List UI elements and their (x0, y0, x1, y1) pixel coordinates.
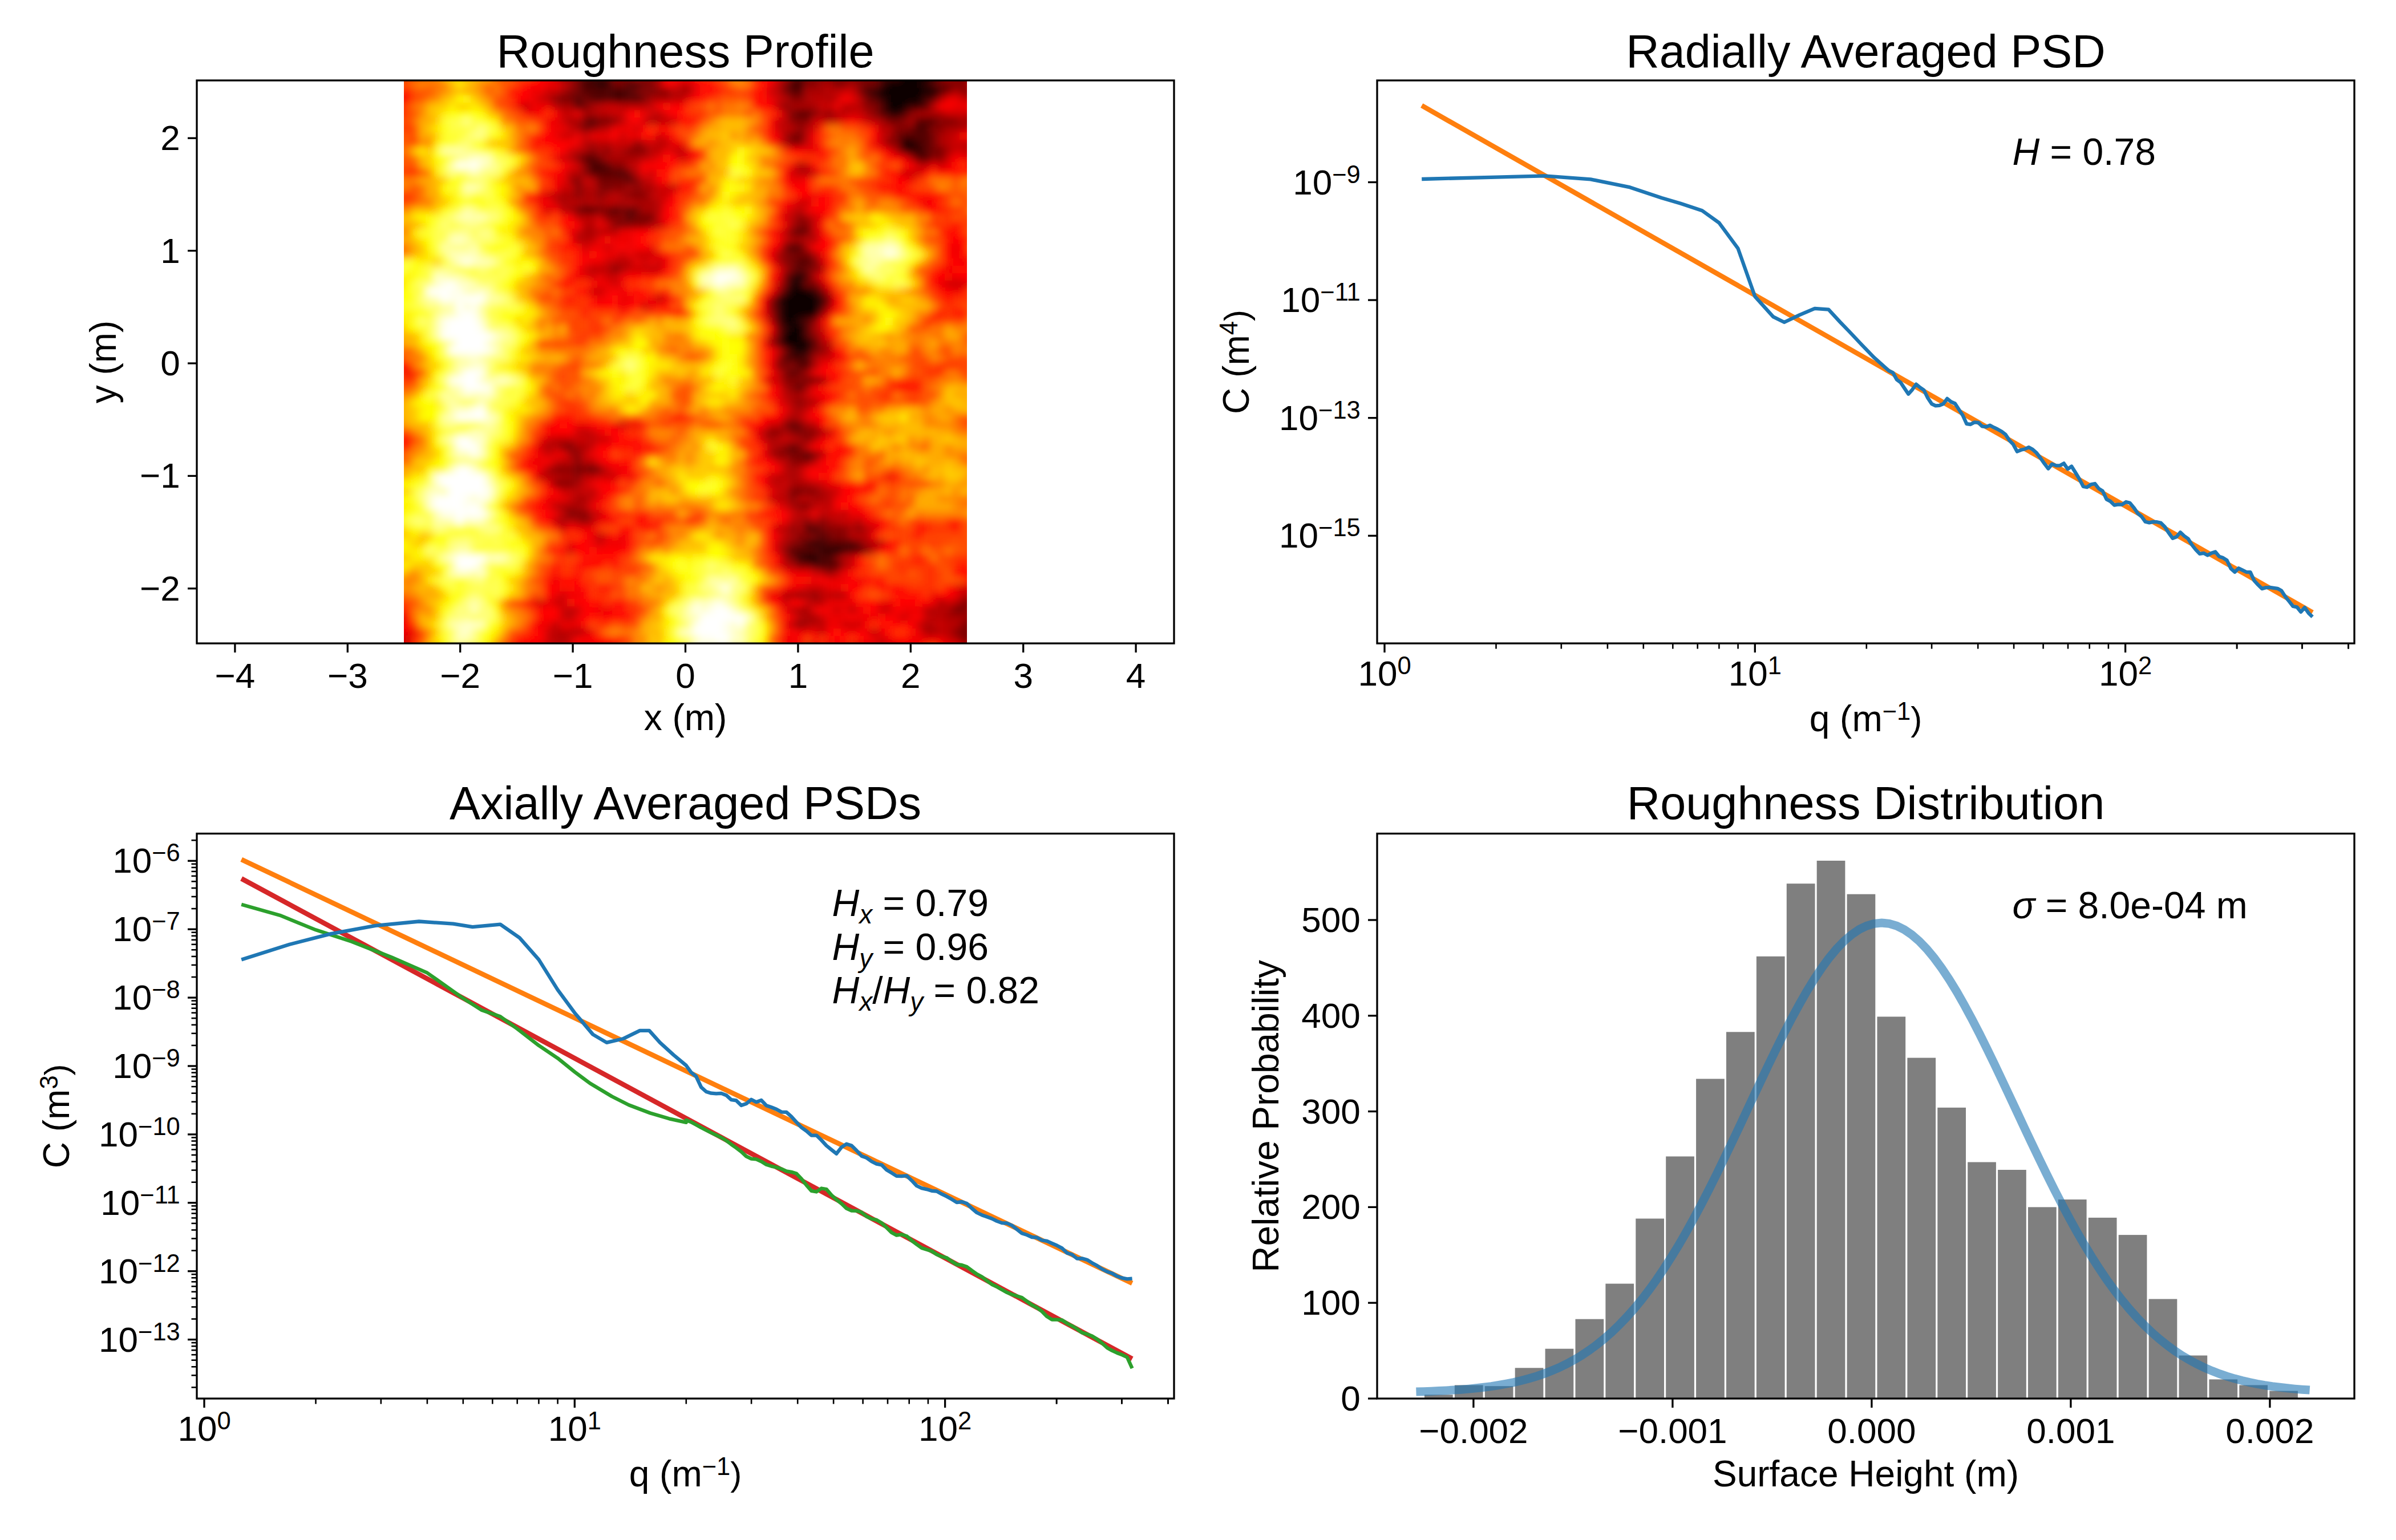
svg-text:−2: −2 (140, 569, 180, 608)
svg-text:−1: −1 (140, 456, 180, 495)
svg-text:Relative Probability: Relative Probability (1245, 960, 1286, 1272)
svg-text:−2: −2 (440, 656, 480, 695)
svg-text:Hy = 0.96: Hy = 0.96 (832, 926, 989, 973)
svg-text:Roughness Profile: Roughness Profile (497, 26, 875, 77)
svg-text:H = 0.78: H = 0.78 (2013, 131, 2156, 173)
svg-text:3: 3 (1013, 656, 1033, 695)
svg-text:−4: −4 (215, 656, 256, 695)
svg-text:Radially Averaged PSD: Radially Averaged PSD (1626, 26, 2106, 77)
svg-text:0.001: 0.001 (2026, 1411, 2115, 1450)
svg-text:0: 0 (675, 656, 695, 695)
svg-text:1: 1 (160, 231, 180, 270)
svg-text:Axially Averaged PSDs: Axially Averaged PSDs (450, 777, 921, 829)
svg-text:0: 0 (160, 343, 180, 383)
svg-text:300: 300 (1301, 1092, 1360, 1131)
svg-text:1: 1 (788, 656, 808, 695)
svg-text:0: 0 (1341, 1379, 1360, 1418)
svg-text:−1: −1 (553, 656, 593, 695)
svg-text:y (m): y (m) (83, 321, 124, 404)
svg-text:0.002: 0.002 (2225, 1411, 2314, 1450)
svg-text:0.000: 0.000 (1827, 1411, 1916, 1450)
svg-text:σ = 8.0e-04 m: σ = 8.0e-04 m (2013, 884, 2248, 926)
svg-text:−0.002: −0.002 (1419, 1411, 1528, 1450)
svg-text:−0.001: −0.001 (1618, 1411, 1727, 1450)
svg-text:500: 500 (1301, 900, 1360, 939)
svg-text:Roughness Distribution: Roughness Distribution (1627, 777, 2104, 829)
svg-text:Surface Height (m): Surface Height (m) (1713, 1453, 2019, 1494)
svg-text:2: 2 (160, 118, 180, 157)
svg-text:2: 2 (901, 656, 920, 695)
svg-text:x (m): x (m) (644, 697, 727, 738)
svg-text:−3: −3 (327, 656, 368, 695)
svg-text:100: 100 (1301, 1283, 1360, 1322)
svg-text:200: 200 (1301, 1187, 1360, 1226)
svg-text:4: 4 (1126, 656, 1146, 695)
svg-text:400: 400 (1301, 996, 1360, 1035)
svg-text:Hx = 0.79: Hx = 0.79 (832, 882, 989, 929)
